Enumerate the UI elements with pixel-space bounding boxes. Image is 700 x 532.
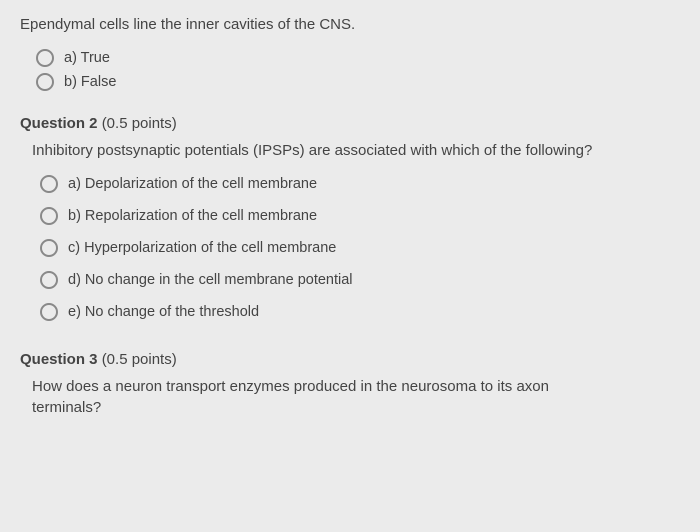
option-row[interactable]: b) Repolarization of the cell membrane	[40, 207, 680, 225]
question-3-header: Question 3 (0.5 points)	[20, 351, 680, 368]
question-2-header: Question 2 (0.5 points)	[20, 115, 680, 132]
question-points: (0.5 points)	[102, 351, 177, 368]
radio-icon[interactable]	[36, 49, 54, 67]
option-row[interactable]: c) Hyperpolarization of the cell membran…	[40, 239, 680, 257]
question-2-options: a) Depolarization of the cell membrane b…	[40, 175, 680, 321]
option-row[interactable]: a) Depolarization of the cell membrane	[40, 175, 680, 193]
radio-icon[interactable]	[40, 175, 58, 193]
option-label: e) No change of the threshold	[68, 304, 259, 320]
radio-icon[interactable]	[40, 207, 58, 225]
option-label: a) True	[64, 50, 110, 66]
option-label: d) No change in the cell membrane potent…	[68, 272, 353, 288]
question-2-stem: Inhibitory postsynaptic potentials (IPSP…	[32, 140, 680, 161]
radio-icon[interactable]	[36, 73, 54, 91]
option-row[interactable]: b) False	[36, 73, 680, 91]
radio-icon[interactable]	[40, 271, 58, 289]
option-label: a) Depolarization of the cell membrane	[68, 176, 317, 192]
option-label: b) False	[64, 74, 116, 90]
option-label: b) Repolarization of the cell membrane	[68, 208, 317, 224]
radio-icon[interactable]	[40, 303, 58, 321]
option-row[interactable]: a) True	[36, 49, 680, 67]
option-label: c) Hyperpolarization of the cell membran…	[68, 240, 336, 256]
quiz-page: Ependymal cells line the inner cavities …	[0, 0, 700, 442]
question-number: Question 2	[20, 115, 98, 132]
question-3-stem: How does a neuron transport enzymes prod…	[32, 376, 592, 418]
question-1-options: a) True b) False	[36, 49, 680, 91]
option-row[interactable]: e) No change of the threshold	[40, 303, 680, 321]
option-row[interactable]: d) No change in the cell membrane potent…	[40, 271, 680, 289]
radio-icon[interactable]	[40, 239, 58, 257]
question-2-block: Question 2 (0.5 points) Inhibitory posts…	[0, 115, 700, 345]
question-1-block: Ependymal cells line the inner cavities …	[0, 0, 700, 115]
question-1-stem: Ependymal cells line the inner cavities …	[20, 14, 680, 35]
question-3-block: Question 3 (0.5 points) How does a neuro…	[0, 345, 700, 442]
question-points: (0.5 points)	[102, 115, 177, 132]
question-number: Question 3	[20, 351, 98, 368]
